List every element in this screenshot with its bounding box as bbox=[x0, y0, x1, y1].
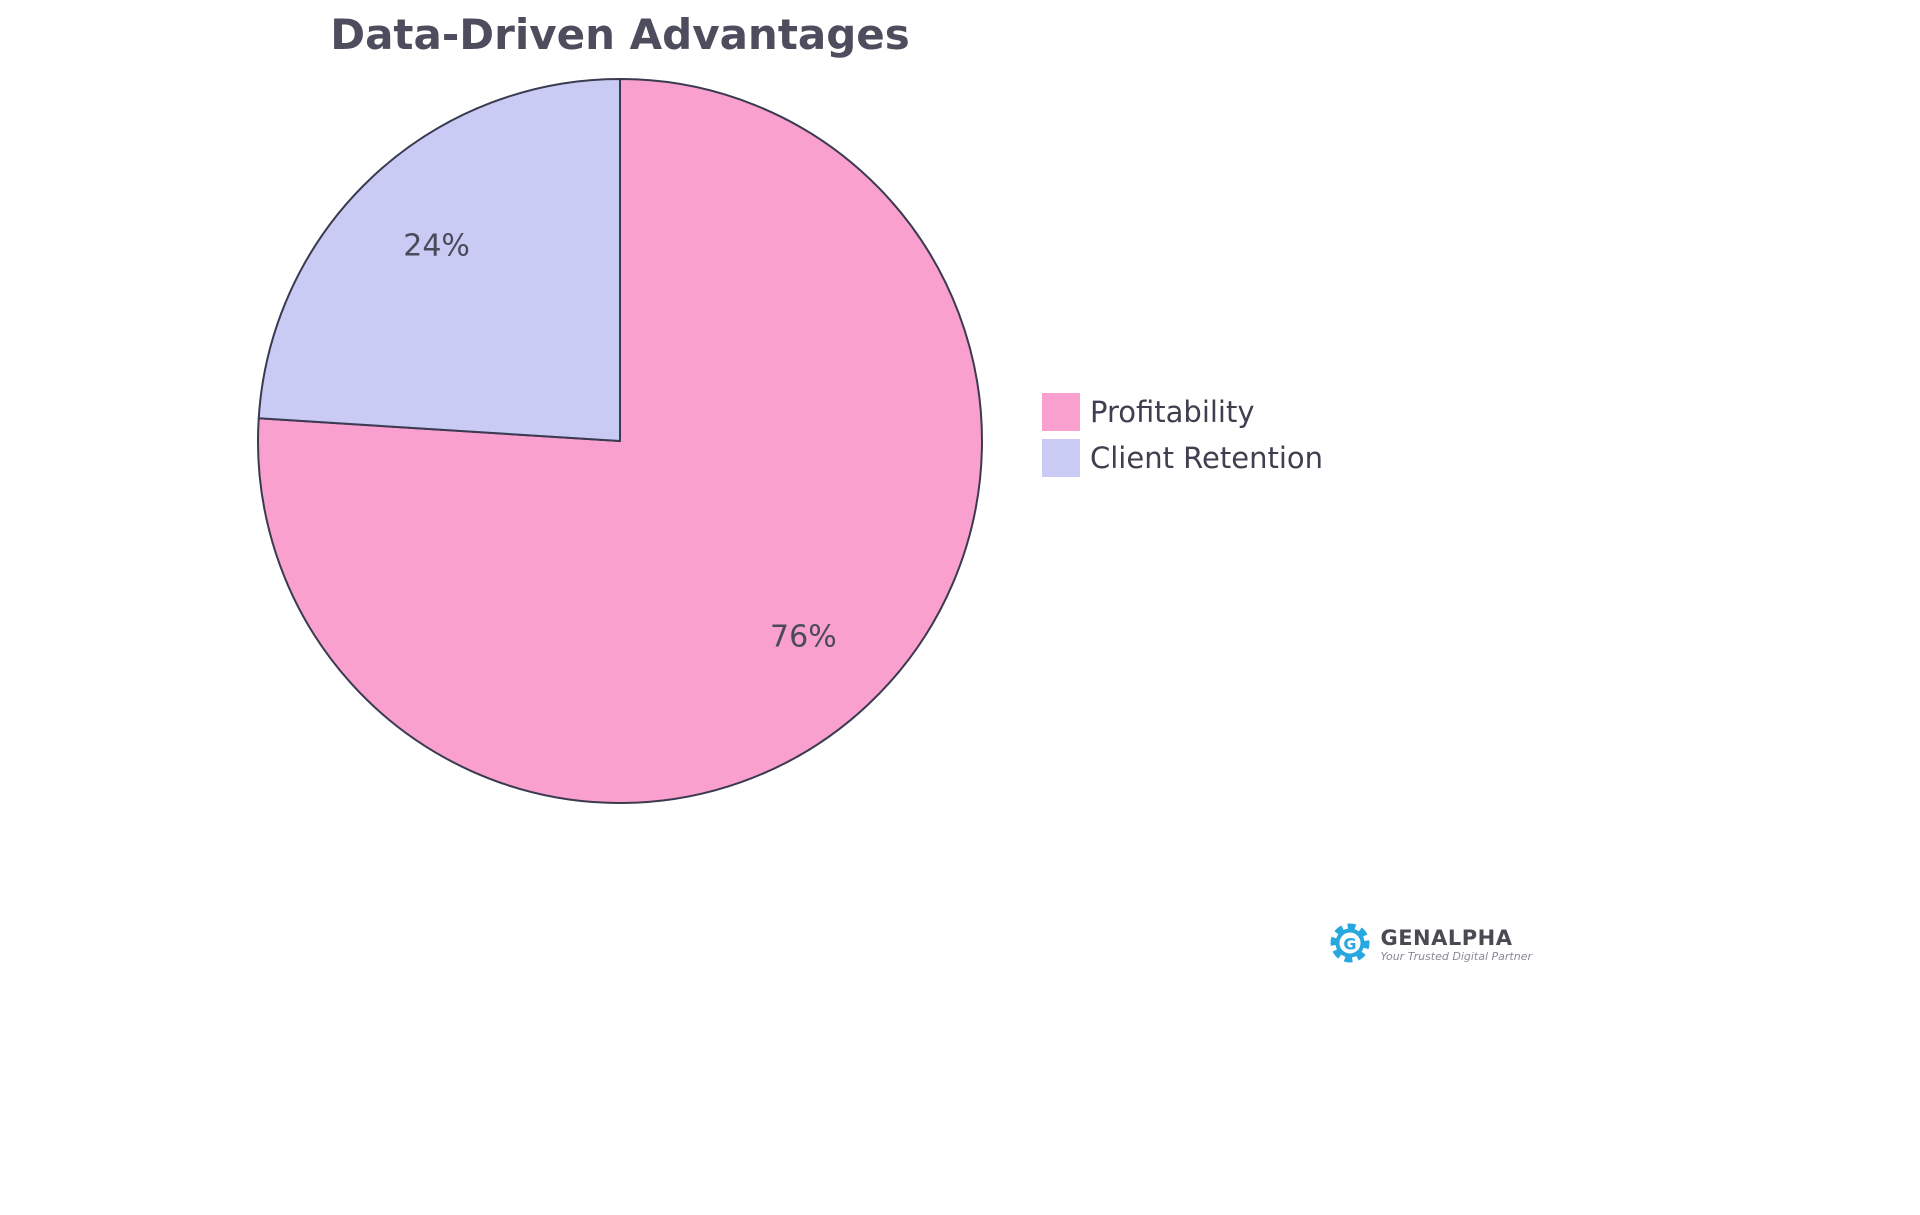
legend-swatch-client-retention bbox=[1042, 439, 1080, 477]
legend-item-client-retention: Client Retention bbox=[1042, 439, 1323, 477]
legend: Profitability Client Retention bbox=[1042, 393, 1323, 477]
brand-text: GENALPHA Your Trusted Digital Partner bbox=[1380, 925, 1532, 964]
legend-label-profitability: Profitability bbox=[1090, 395, 1255, 429]
legend-swatch-profitability bbox=[1042, 393, 1080, 431]
pie-slice-client-retention bbox=[257, 78, 621, 442]
genalpha-logo: G GENALPHA Your Trusted Digital Partner bbox=[1329, 922, 1532, 968]
brand-name: GENALPHA bbox=[1380, 925, 1513, 950]
pie-slice-value-label: 24% bbox=[403, 229, 470, 264]
pie-slice-value-label: 76% bbox=[770, 619, 837, 654]
brand-tagline: Your Trusted Digital Partner bbox=[1380, 950, 1532, 964]
chart-title: Data-Driven Advantages bbox=[330, 10, 910, 59]
legend-label-client-retention: Client Retention bbox=[1090, 441, 1324, 475]
legend-item-profitability: Profitability bbox=[1042, 393, 1323, 431]
genalpha-gear-icon: G bbox=[1329, 922, 1371, 968]
svg-text:G: G bbox=[1344, 935, 1357, 954]
